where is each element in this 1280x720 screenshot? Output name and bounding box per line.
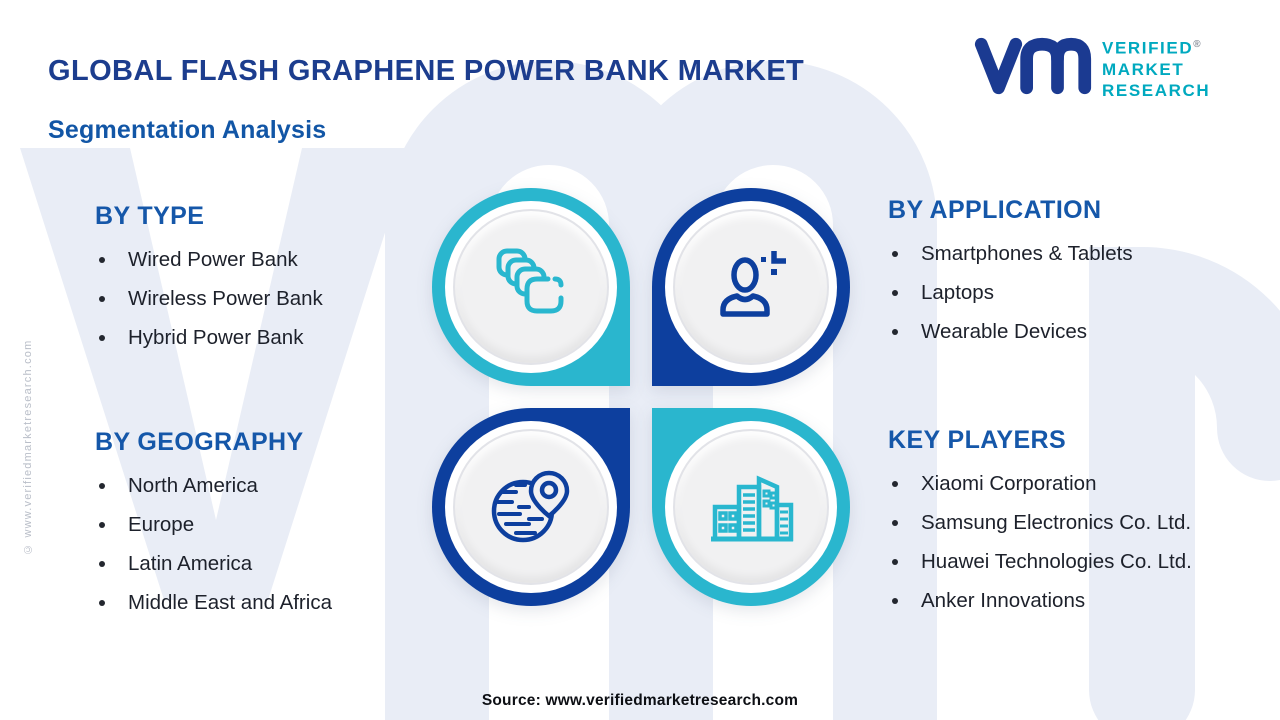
bullet-list: Xiaomi Corporation Samsung Electronics C… bbox=[888, 473, 1192, 611]
section-heading: BY APPLICATION bbox=[888, 196, 1102, 224]
logo-line-verified: VERIFIED bbox=[1102, 38, 1194, 58]
quadrant-icon-plate bbox=[453, 429, 609, 585]
section-by-type: BY TYPE Wired Power Bank Wireless Power … bbox=[95, 202, 323, 348]
logo-line-research: RESEARCH bbox=[1102, 80, 1211, 100]
source-attribution: Source: www.verifiedmarketresearch.com bbox=[481, 692, 799, 709]
section-by-geography: BY GEOGRAPHY North America Europe Latin … bbox=[95, 428, 332, 613]
list-item: Middle East and Africa bbox=[95, 592, 332, 613]
list-item: Hybrid Power Bank bbox=[95, 327, 323, 348]
list-item: Latin America bbox=[95, 553, 332, 574]
section-heading: BY TYPE bbox=[95, 202, 205, 230]
list-item: Samsung Electronics Co. Ltd. bbox=[888, 512, 1192, 533]
quadrant-by-application bbox=[652, 188, 850, 386]
quadrant-inner-ring bbox=[665, 201, 837, 373]
list-item: Europe bbox=[95, 514, 332, 535]
registered-mark: ® bbox=[1193, 39, 1201, 50]
list-item: Huawei Technologies Co. Ltd. bbox=[888, 551, 1192, 572]
person-icon bbox=[720, 251, 786, 317]
list-item: Xiaomi Corporation bbox=[888, 473, 1192, 494]
section-heading: KEY PLAYERS bbox=[888, 426, 1067, 454]
list-item: Anker Innovations bbox=[888, 590, 1192, 611]
quadrant-inner-ring bbox=[445, 421, 617, 593]
vmr-monogram-icon bbox=[974, 37, 1092, 95]
quadrant-by-geography bbox=[432, 408, 630, 606]
logo-wordmark: VERIFIED® MARKET RESEARCH bbox=[1102, 34, 1210, 101]
list-item: Wireless Power Bank bbox=[95, 288, 323, 309]
page-title: GLOBAL FLASH GRAPHENE POWER BANK MARKET bbox=[48, 55, 805, 88]
list-item: North America bbox=[95, 475, 332, 496]
quadrant-icon-plate bbox=[673, 209, 829, 365]
quadrant-inner-ring bbox=[665, 421, 837, 593]
quadrant-icon-plate bbox=[453, 209, 609, 365]
quadrant-inner-ring bbox=[445, 201, 617, 373]
list-item: Wearable Devices bbox=[888, 321, 1133, 342]
section-key-players: KEY PLAYERS Xiaomi Corporation Samsung E… bbox=[888, 426, 1192, 611]
city-buildings-icon bbox=[711, 475, 794, 542]
segmentation-quadrants bbox=[432, 188, 850, 606]
list-item: Laptops bbox=[888, 282, 1133, 303]
globe-location-pin-icon bbox=[491, 470, 570, 543]
quadrant-key-players bbox=[652, 408, 850, 606]
side-copyright-text: © www.verifiedmarketresearch.com bbox=[22, 339, 34, 555]
bullet-list: North America Europe Latin America Middl… bbox=[95, 475, 332, 613]
section-by-application: BY APPLICATION Smartphones & Tablets Lap… bbox=[888, 196, 1133, 342]
logo-line-market: MARKET bbox=[1102, 59, 1185, 79]
list-item: Smartphones & Tablets bbox=[888, 243, 1133, 264]
quadrant-by-type bbox=[432, 188, 630, 386]
bullet-list: Smartphones & Tablets Laptops Wearable D… bbox=[888, 243, 1133, 342]
section-heading: BY GEOGRAPHY bbox=[95, 428, 304, 456]
page-subtitle: Segmentation Analysis bbox=[48, 116, 327, 144]
bullet-list: Wired Power Bank Wireless Power Bank Hyb… bbox=[95, 249, 323, 348]
quadrant-icon-plate bbox=[673, 429, 829, 585]
list-item: Wired Power Bank bbox=[95, 249, 323, 270]
power-bank-stack-icon bbox=[496, 248, 564, 314]
vmr-logo: VERIFIED® MARKET RESEARCH bbox=[974, 34, 1210, 101]
